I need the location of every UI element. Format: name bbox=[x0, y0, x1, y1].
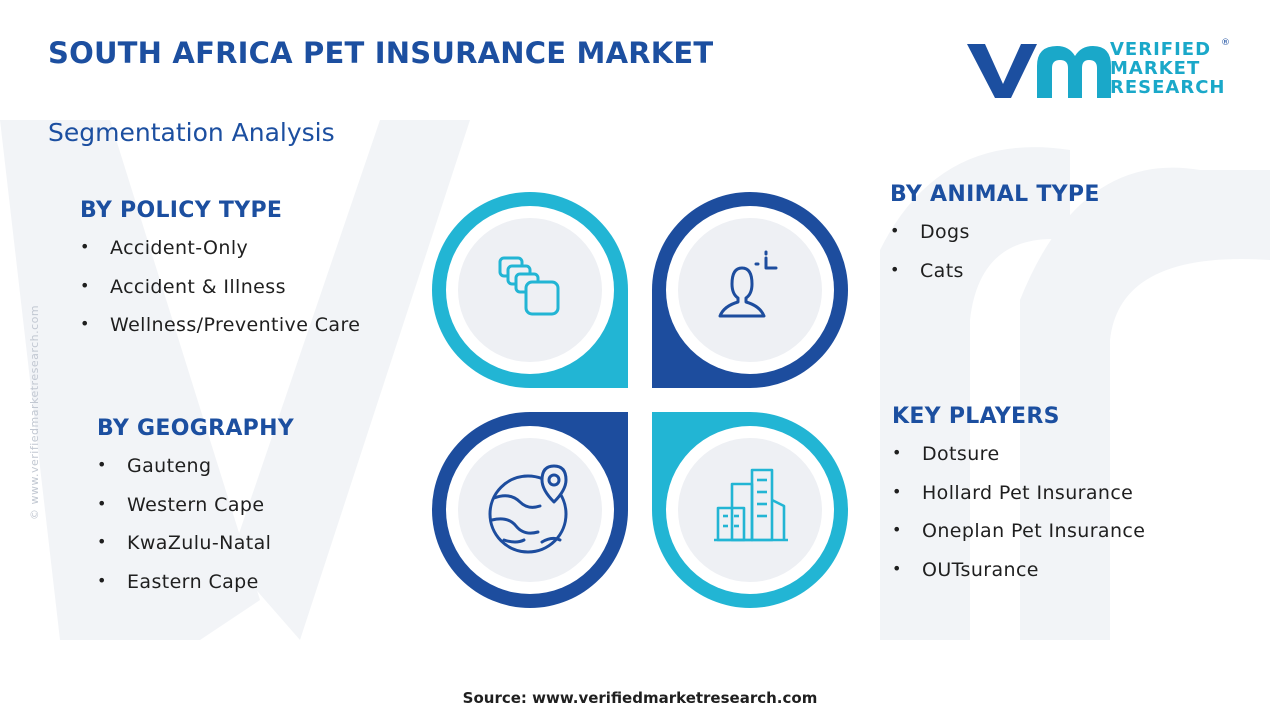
logo-line-2: MARKET bbox=[1110, 58, 1201, 79]
list-item: Eastern Cape bbox=[97, 571, 294, 610]
petal-policy-type bbox=[432, 192, 628, 388]
segment-title: BY ANIMAL TYPE bbox=[890, 182, 1100, 207]
petal-geography bbox=[432, 412, 628, 608]
petal-animal-type bbox=[652, 192, 848, 388]
segment-list: Dotsure Hollard Pet Insurance Oneplan Pe… bbox=[892, 443, 1145, 597]
segment-list: Accident-Only Accident & Illness Wellnes… bbox=[80, 237, 360, 353]
user-target-icon bbox=[718, 250, 778, 318]
list-item: Cats bbox=[890, 260, 1100, 299]
segment-geography: BY GEOGRAPHY Gauteng Western Cape KwaZul… bbox=[97, 416, 294, 609]
list-item: Dogs bbox=[890, 221, 1100, 260]
registered-mark: ® bbox=[1221, 38, 1230, 48]
list-item: Gauteng bbox=[97, 455, 294, 494]
segment-list: Gauteng Western Cape KwaZulu-Natal Easte… bbox=[97, 455, 294, 609]
segmentation-graphic bbox=[432, 192, 848, 608]
logo-line-3: RESEARCH bbox=[1110, 77, 1226, 98]
list-item: Dotsure bbox=[892, 443, 1145, 482]
logo-wordmark: VERIFIED MARKET RESEARCH bbox=[1110, 40, 1225, 97]
segment-title: BY GEOGRAPHY bbox=[97, 416, 295, 441]
segment-policy-type: BY POLICY TYPE Accident-Only Accident & … bbox=[80, 198, 360, 353]
page-title: SOUTH AFRICA PET INSURANCE MARKET bbox=[48, 36, 714, 70]
vmr-logo-mark bbox=[967, 44, 1111, 98]
segment-key-players: KEY PLAYERS Dotsure Hollard Pet Insuranc… bbox=[892, 404, 1145, 597]
segment-list: Dogs Cats bbox=[890, 221, 1100, 298]
segment-animal-type: BY ANIMAL TYPE Dogs Cats bbox=[890, 182, 1100, 298]
list-item: Accident-Only bbox=[80, 237, 360, 276]
list-item: Wellness/Preventive Care bbox=[80, 314, 360, 353]
globe-pin-icon bbox=[488, 464, 568, 554]
petal-key-players bbox=[652, 412, 848, 608]
buildings-icon bbox=[714, 468, 788, 542]
list-item: Hollard Pet Insurance bbox=[892, 482, 1145, 521]
side-watermark-text: © www.verifiedmarketresearch.com bbox=[28, 304, 41, 520]
page-subtitle: Segmentation Analysis bbox=[48, 118, 335, 147]
list-item: Western Cape bbox=[97, 494, 294, 533]
list-item: Oneplan Pet Insurance bbox=[892, 520, 1145, 559]
segment-title: KEY PLAYERS bbox=[892, 404, 1060, 429]
segment-title: BY POLICY TYPE bbox=[80, 198, 283, 223]
layers-icon bbox=[498, 256, 560, 316]
logo-line-1: VERIFIED bbox=[1110, 39, 1212, 60]
source-footer: Source: www.verifiedmarketresearch.com bbox=[462, 689, 818, 707]
list-item: KwaZulu-Natal bbox=[97, 532, 294, 571]
list-item: OUTsurance bbox=[892, 559, 1145, 598]
list-item: Accident & Illness bbox=[80, 276, 360, 315]
